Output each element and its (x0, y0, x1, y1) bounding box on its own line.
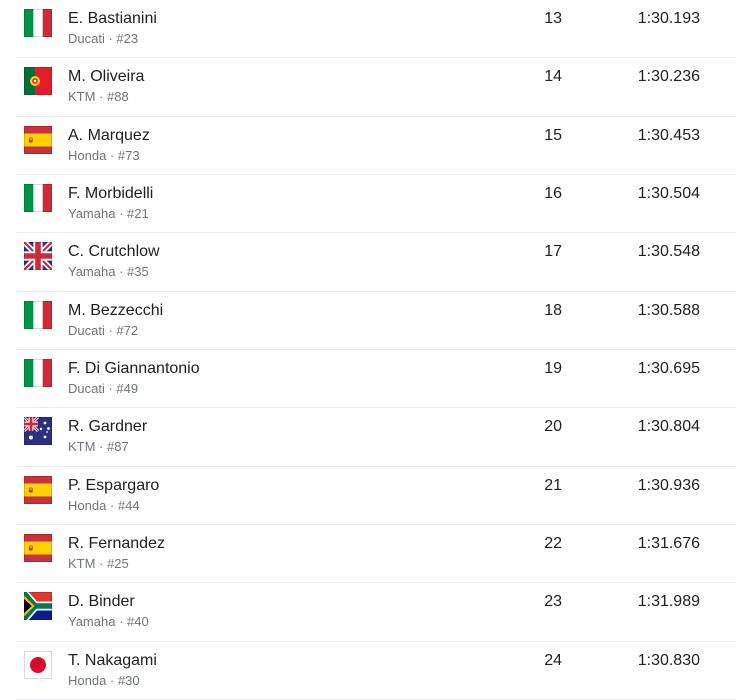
rider-name: E. Bastianini (68, 10, 157, 27)
rider-row: M. Oliveira KTM · #88 14 1:30.236 (16, 58, 736, 117)
team-and-number: Honda · #30 (68, 672, 140, 688)
position-number: 20 (544, 418, 562, 436)
position-number: 17 (544, 243, 562, 261)
rider-row: F. Di Giannantonio Ducati · #49 19 1:30.… (16, 350, 736, 409)
rider-name: R. Gardner (68, 418, 148, 436)
rider-row: R. Fernandez KTM · #25 22 1:31.676 (16, 525, 736, 584)
rider-name: A. Marquez (68, 126, 150, 144)
lap-time: 1:31.676 (637, 534, 700, 552)
position-number: 21 (544, 476, 562, 494)
rider-row: P. Espargaro Honda · #44 21 1:30.936 (16, 467, 736, 525)
rider-name: F. Di Giannantonio (68, 359, 200, 377)
team-and-number: Yamaha · #21 (68, 205, 149, 221)
rider-info: A. Marquez Honda · #73 (68, 126, 522, 164)
lap-time: 1:30.453 (637, 126, 700, 144)
position-number: 18 (544, 301, 562, 319)
rider-info: R. Gardner KTM · #87 (68, 417, 522, 455)
rider-info: F. Di Giannantonio Ducati · #49 (68, 359, 522, 397)
team-and-number: Yamaha · #40 (68, 614, 149, 630)
rider-info: R. Fernandez KTM · #25 (68, 534, 522, 572)
rider-info: P. Espargaro Honda · #44 (68, 476, 522, 514)
spain-flag-icon (24, 125, 52, 154)
lap-time: 1:30.804 (637, 418, 700, 436)
italy-flag-icon (24, 358, 52, 387)
rider-row: R. Gardner KTM · #87 20 1:30.804 (16, 408, 736, 467)
rider-row: T. Nakagami Honda · #30 24 1:30.830 (16, 642, 736, 700)
rider-name: F. Morbidelli (68, 184, 154, 202)
rider-info: F. Morbidelli Yamaha · #21 (68, 184, 522, 222)
south-africa-flag-icon (24, 592, 52, 621)
lap-time: 1:30.193 (637, 10, 700, 27)
lap-time: 1:30.588 (637, 301, 700, 319)
lap-time: 1:30.695 (637, 359, 700, 377)
rider-row: E. Bastianini Ducati · #23 13 1:30.193 (16, 0, 736, 59)
team-and-number: KTM · #25 (68, 555, 129, 571)
rider-info: D. Binder Yamaha · #40 (68, 592, 522, 630)
position-number: 22 (544, 534, 562, 552)
italy-flag-icon (24, 9, 52, 37)
rider-name: M. Bezzecchi (68, 301, 164, 319)
lap-time: 1:30.236 (637, 68, 700, 86)
lap-time: 1:30.548 (637, 243, 700, 261)
position-number: 24 (544, 651, 562, 669)
rider-name: R. Fernandez (68, 534, 165, 552)
lap-time: 1:30.504 (637, 184, 700, 202)
team-and-number: Ducati · #72 (68, 322, 139, 338)
italy-flag-icon (24, 300, 52, 329)
position-number: 14 (544, 68, 562, 86)
spain-flag-icon (24, 475, 52, 504)
rider-row: M. Bezzecchi Ducati · #72 18 1:30.588 (16, 292, 736, 350)
rider-name: M. Oliveira (68, 68, 145, 86)
position-number: 23 (544, 593, 562, 611)
rider-info: C. Crutchlow Yamaha · #35 (68, 242, 522, 280)
position-number: 13 (544, 10, 562, 27)
team-and-number: Ducati · #49 (68, 380, 139, 396)
rider-row: C. Crutchlow Yamaha · #35 17 1:30.548 (16, 233, 736, 292)
team-and-number: Ducati · #23 (68, 31, 139, 46)
team-and-number: KTM · #87 (68, 439, 129, 455)
rider-name: C. Crutchlow (68, 243, 160, 261)
lap-time: 1:30.830 (637, 651, 700, 669)
rider-row: A. Marquez Honda · #73 15 1:30.453 (16, 117, 736, 175)
rider-row: F. Morbidelli Yamaha · #21 16 1:30.504 (16, 175, 736, 234)
spain-flag-icon (24, 533, 52, 562)
team-and-number: Honda · #73 (68, 147, 140, 163)
rider-name: D. Binder (68, 593, 135, 611)
rider-info: E. Bastianini Ducati · #23 (68, 9, 522, 47)
rider-info: M. Bezzecchi Ducati · #72 (68, 301, 522, 339)
australia-flag-icon (24, 417, 52, 446)
rider-row: D. Binder Yamaha · #40 23 1:31.989 (16, 583, 736, 642)
rider-info: M. Oliveira KTM · #88 (68, 67, 522, 105)
rider-name: P. Espargaro (68, 476, 160, 494)
japan-flag-icon (24, 650, 52, 679)
rider-name: T. Nakagami (68, 651, 157, 669)
uk-flag-icon (24, 242, 52, 271)
position-number: 16 (544, 184, 562, 202)
rider-info: T. Nakagami Honda · #30 (68, 651, 522, 689)
position-number: 15 (544, 126, 562, 144)
position-number: 19 (544, 359, 562, 377)
italy-flag-icon (24, 183, 52, 212)
lap-time: 1:31.989 (637, 593, 700, 611)
team-and-number: KTM · #88 (68, 89, 129, 105)
portugal-flag-icon (24, 67, 52, 96)
lap-time: 1:30.936 (637, 476, 700, 494)
team-and-number: Honda · #44 (68, 497, 140, 513)
team-and-number: Yamaha · #35 (68, 264, 149, 280)
